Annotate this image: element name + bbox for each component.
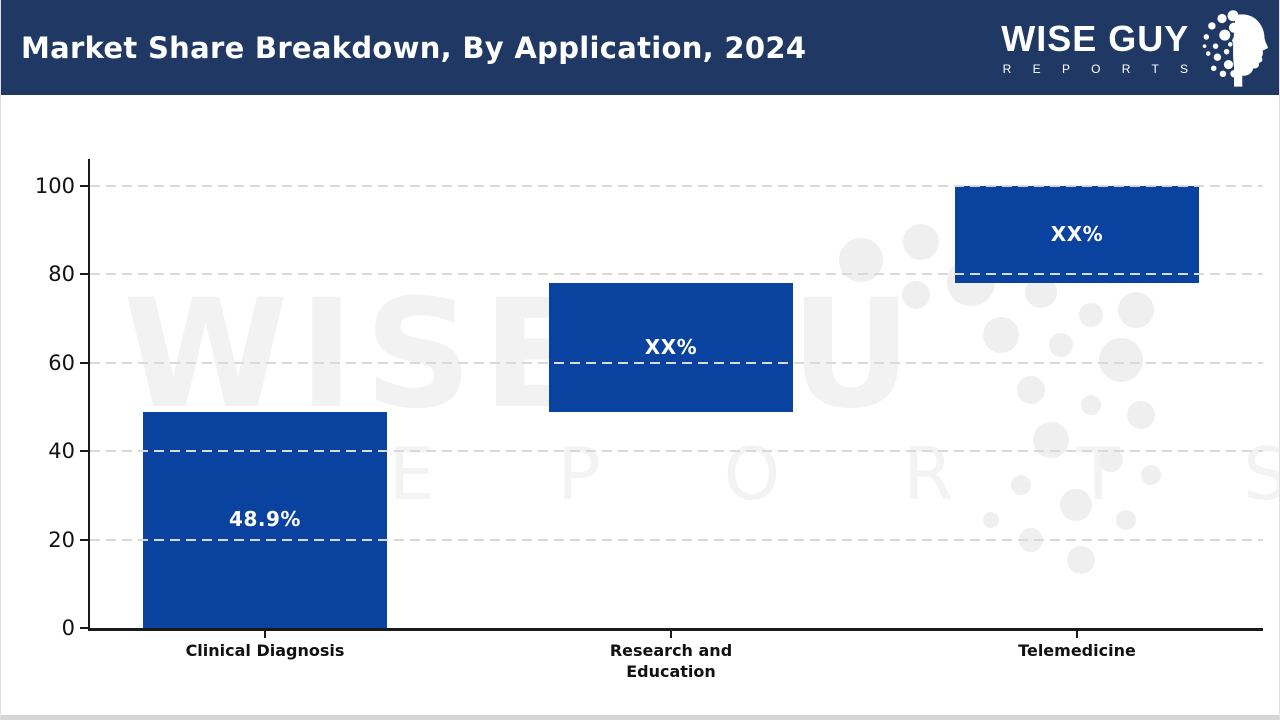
y-tickmark xyxy=(80,361,88,364)
bar-telemedicine xyxy=(955,186,1199,284)
y-tickmark xyxy=(80,538,88,541)
bar-research-and-education xyxy=(549,283,793,412)
x-axis-spine xyxy=(88,628,1263,631)
x-tickmark xyxy=(264,630,266,638)
header-band: Market Share Breakdown, By Application, … xyxy=(1,0,1279,95)
gridline xyxy=(90,361,1263,364)
watermark-subtext: R E P O R T S xyxy=(216,432,1280,516)
y-axis-spine xyxy=(88,159,90,630)
y-tick-label: 60 xyxy=(48,350,75,375)
y-tick-label: 20 xyxy=(48,527,75,552)
x-tickmark xyxy=(1076,630,1078,638)
chart-title: Market Share Breakdown, By Application, … xyxy=(21,30,807,65)
y-tick-label: 0 xyxy=(61,616,75,640)
bar-value-label: XX% xyxy=(1050,221,1104,246)
logo-face-icon xyxy=(1202,10,1269,87)
y-tick-label: 40 xyxy=(48,439,75,464)
gridline xyxy=(90,538,1263,541)
bar-clinical-diagnosis xyxy=(143,411,387,628)
x-tickmark xyxy=(670,630,672,638)
gridline xyxy=(90,450,1263,453)
gridline xyxy=(90,185,1263,187)
y-tick-label: 80 xyxy=(48,262,75,287)
y-tickmark xyxy=(80,450,88,453)
logo-subtext: R E P O R T S xyxy=(1002,61,1197,76)
logo-text: WISE GUY R E P O R T S xyxy=(994,17,1197,76)
y-tickmark xyxy=(80,627,88,629)
x-category-label: Clinical Diagnosis xyxy=(185,641,345,660)
wise-guy-reports-logo: WISE GUY R E P O R T S xyxy=(994,6,1269,90)
x-category-label: Telemedicine xyxy=(1018,641,1136,660)
x-category-label: Research and Education xyxy=(609,641,733,681)
bar-value-label: XX% xyxy=(644,334,698,359)
logo-wordmark: WISE GUY xyxy=(1001,17,1190,59)
bar-value-label: 48.9% xyxy=(229,506,301,531)
y-tickmark xyxy=(80,273,88,276)
y-tickmark xyxy=(80,185,88,187)
bottom-strip xyxy=(1,715,1279,720)
gridline xyxy=(90,273,1263,276)
y-tick-label: 100 xyxy=(34,174,75,198)
